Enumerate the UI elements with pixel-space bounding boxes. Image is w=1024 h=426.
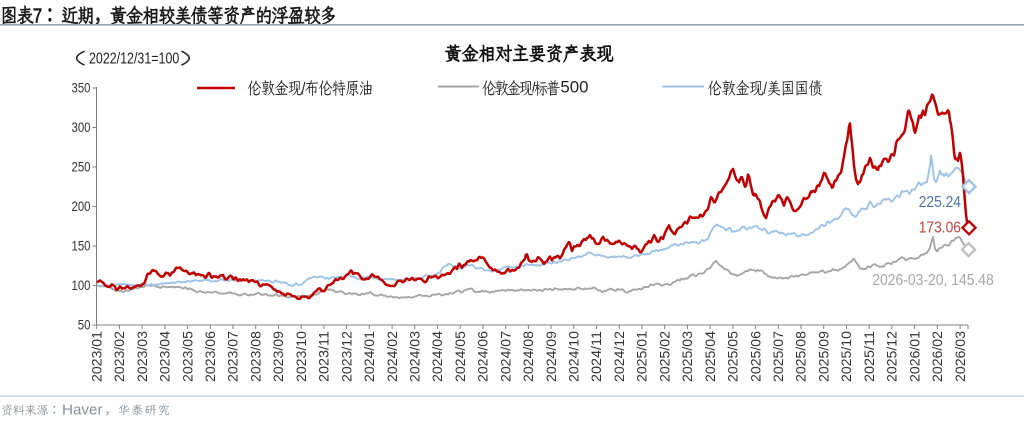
svg-text:500: 500 bbox=[560, 77, 588, 96]
svg-text:2023/12: 2023/12 bbox=[339, 331, 354, 382]
svg-text:173.06: 173.06 bbox=[919, 220, 961, 237]
svg-text:2024/01: 2024/01 bbox=[362, 331, 377, 382]
svg-text:2024/11: 2024/11 bbox=[589, 331, 604, 382]
svg-text:2022/12/31=100: 2022/12/31=100 bbox=[89, 50, 180, 67]
svg-text:2023/04: 2023/04 bbox=[158, 330, 173, 382]
svg-text:2024/06: 2024/06 bbox=[476, 331, 491, 382]
svg-text:2024/03: 2024/03 bbox=[408, 331, 423, 382]
svg-text:2025/02: 2025/02 bbox=[657, 331, 672, 382]
svg-text:2023/07: 2023/07 bbox=[226, 331, 241, 382]
svg-text:2023/10: 2023/10 bbox=[294, 331, 309, 382]
svg-text:100: 100 bbox=[72, 278, 91, 293]
svg-text:2023/09: 2023/09 bbox=[271, 331, 286, 382]
svg-text:2026/02: 2026/02 bbox=[930, 331, 945, 382]
svg-text:2025/12: 2025/12 bbox=[885, 331, 900, 382]
svg-text:2023/06: 2023/06 bbox=[203, 331, 218, 382]
svg-text:2024/12: 2024/12 bbox=[612, 331, 627, 382]
svg-text:350: 350 bbox=[72, 81, 91, 96]
svg-text:2026/03: 2026/03 bbox=[953, 331, 968, 382]
svg-text:2025/01: 2025/01 bbox=[635, 331, 650, 382]
svg-text:2026-03-20, 145.48: 2026-03-20, 145.48 bbox=[872, 272, 994, 289]
svg-text:2024/04: 2024/04 bbox=[430, 330, 445, 382]
svg-text:2025/08: 2025/08 bbox=[794, 331, 809, 382]
svg-text:2023/11: 2023/11 bbox=[317, 331, 332, 382]
svg-text:200: 200 bbox=[72, 199, 91, 214]
svg-text:2023/05: 2023/05 bbox=[180, 331, 195, 382]
svg-text:Haver: Haver bbox=[62, 401, 103, 418]
svg-text:2024/08: 2024/08 bbox=[521, 331, 536, 382]
svg-text:2024/10: 2024/10 bbox=[567, 331, 582, 382]
svg-text:2025/11: 2025/11 bbox=[862, 331, 877, 382]
svg-text:2026/01: 2026/01 bbox=[907, 331, 922, 382]
svg-text:2025/05: 2025/05 bbox=[726, 331, 741, 382]
svg-text:2025/04: 2025/04 bbox=[703, 330, 718, 382]
svg-text:2025/10: 2025/10 bbox=[839, 331, 854, 382]
svg-text:2023/02: 2023/02 bbox=[112, 331, 127, 382]
svg-text:2025/07: 2025/07 bbox=[771, 331, 786, 382]
svg-text:2023/01: 2023/01 bbox=[89, 331, 104, 382]
svg-text:300: 300 bbox=[72, 120, 91, 135]
svg-text:50: 50 bbox=[78, 318, 91, 333]
svg-text:2024/05: 2024/05 bbox=[453, 331, 468, 382]
svg-text:2025/06: 2025/06 bbox=[748, 331, 763, 382]
svg-text:2024/09: 2024/09 bbox=[544, 331, 559, 382]
svg-text:2024/07: 2024/07 bbox=[498, 331, 513, 382]
svg-text:2025/03: 2025/03 bbox=[680, 331, 695, 382]
svg-text:2024/02: 2024/02 bbox=[385, 331, 400, 382]
svg-text:150: 150 bbox=[72, 239, 91, 254]
svg-text:250: 250 bbox=[72, 160, 91, 175]
svg-text:2023/03: 2023/03 bbox=[135, 331, 150, 382]
svg-text:2023/08: 2023/08 bbox=[248, 331, 263, 382]
svg-text:225.24: 225.24 bbox=[919, 194, 962, 211]
svg-text:2025/09: 2025/09 bbox=[816, 331, 831, 382]
